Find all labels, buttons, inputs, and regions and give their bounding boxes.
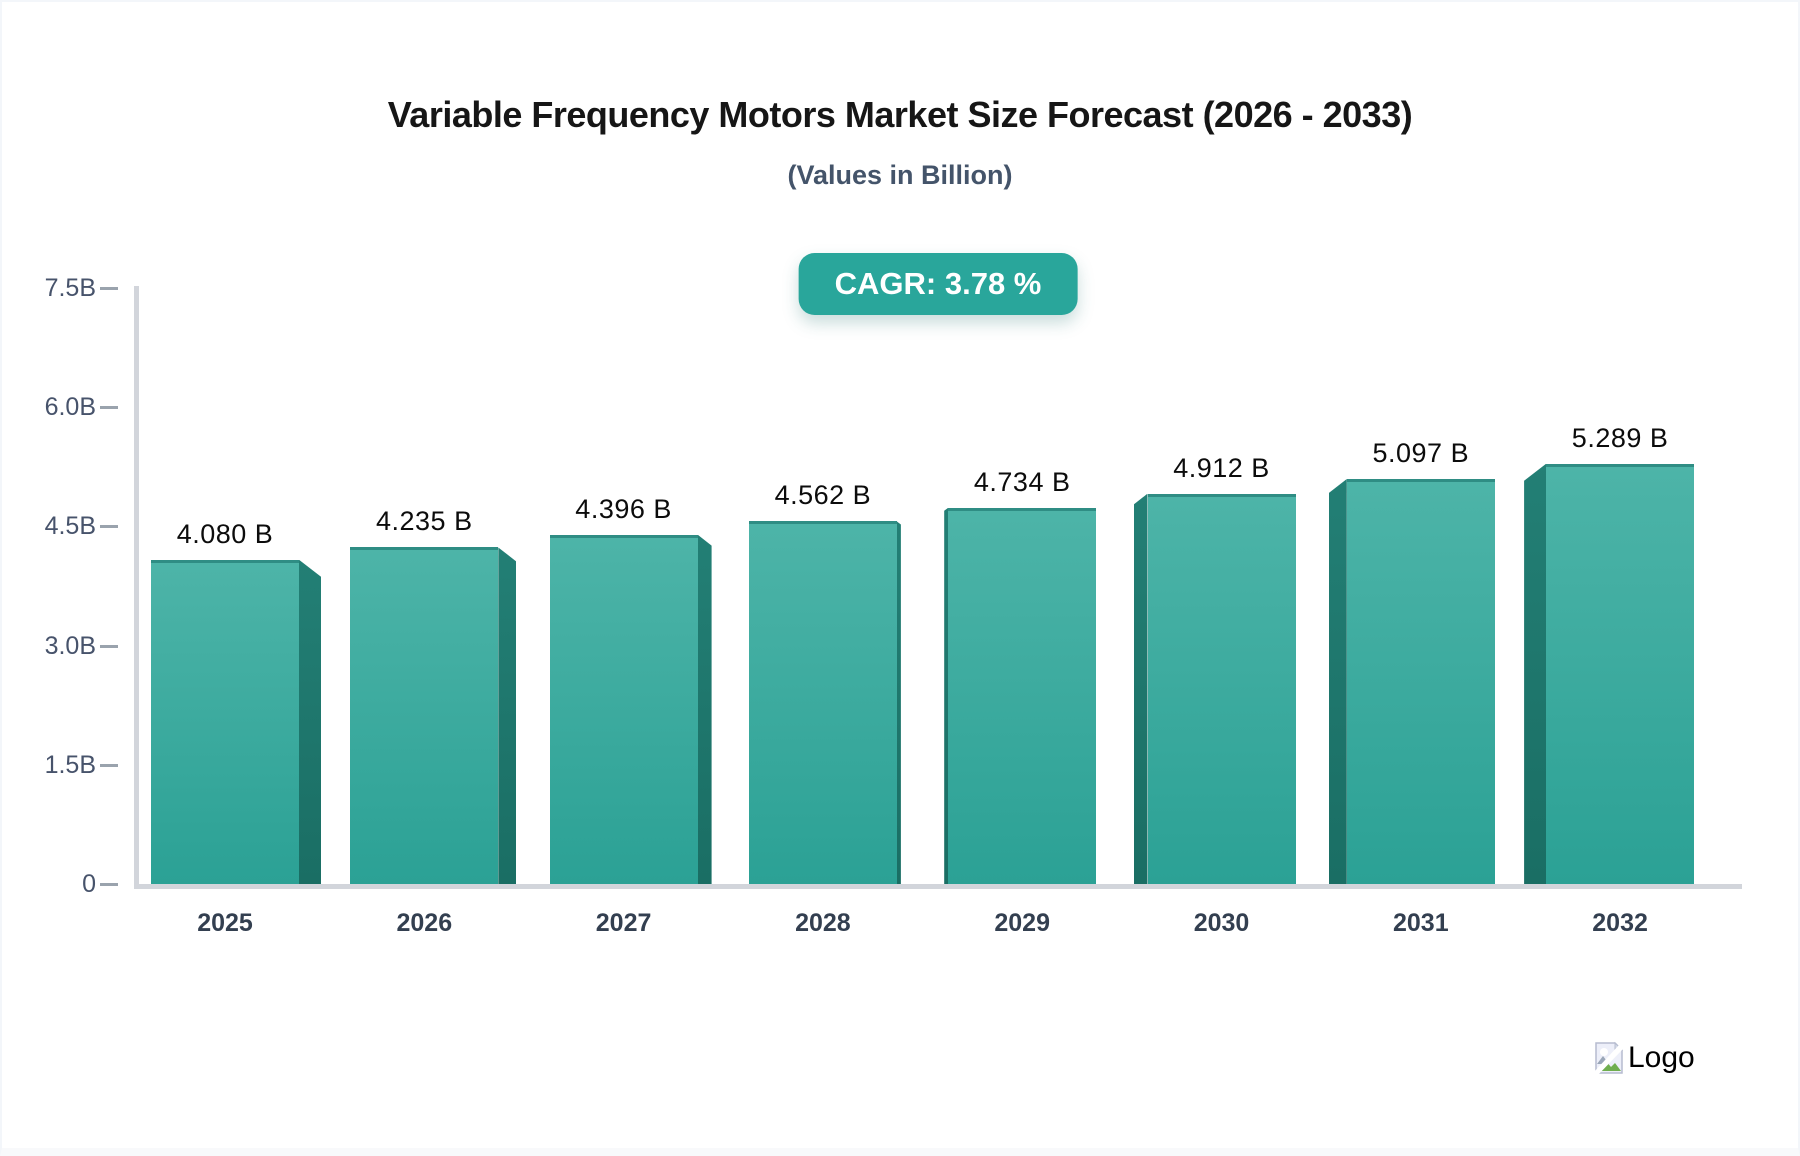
x-tick-label: 2025 — [197, 909, 253, 937]
bar-value-label: 4.080 B — [176, 518, 274, 549]
bar-value-label: 5.289 B — [1571, 422, 1669, 453]
y-tick-label: 1.5B — [44, 750, 96, 779]
logo-text: Logo — [1628, 1041, 1695, 1074]
y-tick-label: 7.5B — [44, 274, 96, 302]
bar-2029[interactable] — [948, 507, 1097, 884]
bar-value-label: 5.097 B — [1372, 437, 1470, 468]
x-tick-label: 2030 — [1193, 909, 1250, 937]
bar-value-label: 4.562 B — [774, 480, 872, 511]
chart-subtitle: (Values in Billion) — [787, 160, 1013, 190]
bar-side-face — [1133, 493, 1148, 884]
y-tick-label: 4.5B — [44, 512, 96, 541]
x-tick-label: 2028 — [795, 909, 851, 937]
bar-value-label: 4.734 B — [973, 466, 1071, 497]
x-tick-label: 2026 — [396, 909, 453, 937]
bar-side-face — [299, 559, 321, 884]
bar-side-face — [697, 534, 712, 884]
bar-2027[interactable] — [549, 534, 698, 884]
y-tick-mark — [100, 525, 118, 529]
chart-title: Variable Frequency Motors Market Size Fo… — [387, 94, 1413, 135]
bar-2030[interactable] — [1147, 493, 1296, 884]
x-tick-label: 2032 — [1592, 909, 1648, 937]
bar-2031[interactable] — [1346, 478, 1495, 884]
x-tick-label: 2027 — [595, 909, 652, 937]
x-tick-label: 2031 — [1392, 909, 1449, 937]
y-tick-mark — [100, 763, 118, 767]
broken-image-icon — [1593, 1041, 1624, 1076]
y-tick-label: 3.0B — [44, 631, 96, 660]
bar-side-face — [498, 547, 517, 884]
bar-2032[interactable] — [1546, 463, 1695, 884]
bar-value-label: 4.235 B — [376, 506, 473, 537]
bar-2028[interactable] — [748, 521, 897, 884]
bar-side-face — [1328, 478, 1347, 884]
y-tick-mark — [100, 883, 118, 886]
y-axis-line — [134, 286, 139, 888]
x-tick-label: 2029 — [994, 909, 1050, 937]
bar-side-face — [944, 507, 949, 884]
bar-side-face — [1524, 463, 1547, 884]
bar-2025[interactable] — [151, 559, 299, 884]
y-tick-mark — [100, 287, 118, 290]
bar-2026[interactable] — [350, 547, 499, 884]
logo: Logo — [1590, 1040, 1695, 1076]
y-tick-label: 0 — [82, 870, 96, 898]
bar-value-label: 4.396 B — [575, 493, 672, 524]
cagr-badge: CAGR: 3.78 % — [798, 253, 1078, 315]
y-tick-label: 6.0B — [44, 393, 96, 422]
bar-value-label: 4.912 B — [1173, 452, 1270, 483]
y-tick-mark — [100, 644, 118, 648]
x-axis-line — [134, 884, 1742, 889]
bar-side-face — [896, 521, 901, 884]
y-tick-mark — [100, 406, 118, 410]
